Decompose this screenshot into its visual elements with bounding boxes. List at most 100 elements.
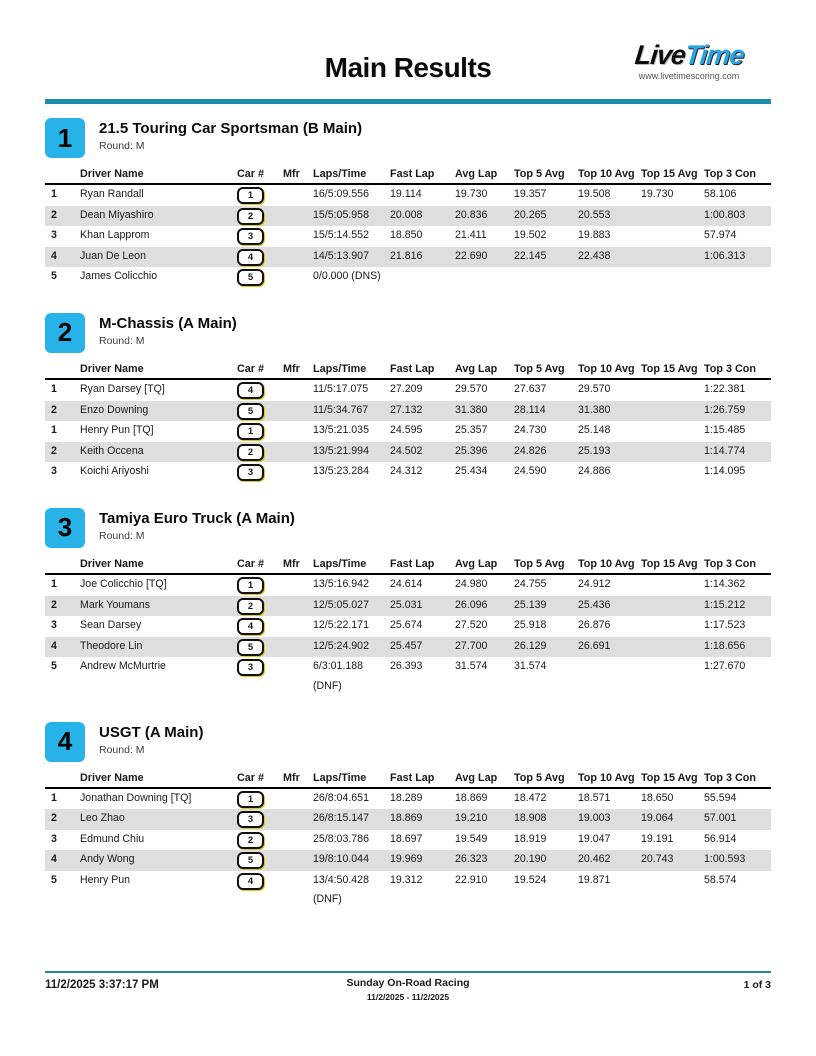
- fast-lap-cell: 18.850: [390, 229, 423, 242]
- table-row: 2 Keith Occena 2 13/5:21.994 24.502 25.396 24.…: [45, 441, 771, 463]
- top3-con-cell: 1:14.774: [704, 444, 746, 457]
- position-cell: 4: [51, 639, 57, 652]
- car-number-badge: 2: [237, 443, 264, 461]
- top3-con-cell: 55.594: [704, 791, 737, 804]
- column-header: Top 5 Avg: [514, 168, 565, 180]
- column-header: Top 5 Avg: [514, 557, 565, 570]
- table-row: 3 Edmund Chiu 2 25/8:03.786 18.697 19.549 18.9…: [45, 830, 771, 851]
- column-header: Mfr: [283, 168, 300, 180]
- report-footer: 11/2/2025 3:37:17 PM Sunday On-Road Raci…: [45, 971, 771, 1002]
- table-row: 3 Koichi Ariyoshi 3 13/5:23.284 24.312 25.434…: [45, 462, 771, 483]
- position-header: [45, 771, 80, 773]
- car-number-badge: 4: [237, 618, 264, 636]
- top15-avg-cell: 19.730: [641, 188, 674, 200]
- position-cell: 3: [51, 229, 57, 242]
- section-title: M-Chassis (A Main): [99, 314, 237, 332]
- car-number-badge: 1: [237, 423, 264, 441]
- section-titles: Tamiya Euro Truck (A Main) Round: M: [99, 508, 295, 548]
- top5-avg-cell: 19.357: [514, 188, 547, 200]
- laps-time-cell: 26/8:04.651: [313, 789, 390, 809]
- laps-time-value: 13/5:21.994: [313, 444, 369, 457]
- fast-lap-cell: 27.132: [390, 403, 423, 416]
- position-cell: 1: [51, 791, 57, 804]
- laps-time-value: 25/8:03.786: [313, 832, 369, 845]
- laps-time-value: 13/5:23.284: [313, 465, 369, 478]
- column-header: Laps/Time: [313, 557, 367, 570]
- table-row: 3 Sean Darsey 4 12/5:22.171 25.674 27.520 25.9…: [45, 616, 771, 637]
- laps-time-cell: 19/8:10.044: [313, 850, 390, 870]
- avg-lap-cell: 27.520: [455, 619, 488, 632]
- laps-time-cell: 11/5:34.767: [313, 401, 390, 421]
- race-section: 4 USGT (A Main) Round: M Driver Name Car …: [45, 721, 771, 911]
- table-header-row: Driver Name Car # Mfr Laps/Time Fast Lap Avg …: [45, 557, 771, 575]
- logo-time-word: Time: [683, 40, 745, 70]
- avg-lap-cell: 19.549: [455, 832, 488, 845]
- column-header: Mfr: [283, 557, 300, 570]
- laps-time-cell: 16/5:09.556: [313, 185, 390, 205]
- position-cell: 1: [51, 424, 57, 437]
- car-number-badge: 1: [237, 790, 264, 808]
- fast-lap-cell: 18.289: [390, 791, 423, 804]
- section-number-badge: 2: [45, 312, 85, 353]
- column-header: Top 15 Avg: [641, 557, 698, 570]
- laps-time-value: 26/8:04.651: [313, 791, 369, 804]
- car-number-badge: 1: [237, 576, 264, 594]
- driver-name: Sean Darsey: [80, 619, 142, 632]
- driver-name: Enzo Downing: [80, 403, 149, 416]
- table-row: 4 Andy Wong 5 19/8:10.044 19.969 26.323 20.190…: [45, 850, 771, 871]
- position-header: [45, 362, 80, 364]
- top10-avg-cell: 20.462: [578, 853, 611, 866]
- laps-time-cell: 15/5:05.958: [313, 206, 390, 226]
- section-header: 1 21.5 Touring Car Sportsman (B Main) Ro…: [45, 118, 771, 158]
- car-number-badge: 5: [237, 852, 264, 870]
- top3-con-cell: 58.574: [704, 873, 737, 886]
- section-header: 3 Tamiya Euro Truck (A Main) Round: M: [45, 507, 771, 548]
- top10-avg-cell: 19.883: [578, 229, 611, 242]
- top5-avg-cell: 31.574: [514, 660, 547, 673]
- race-section: 3 Tamiya Euro Truck (A Main) Round: M Dr…: [45, 507, 771, 697]
- car-number-badge: 4: [237, 248, 264, 266]
- laps-time-value: 16/5:09.556: [313, 188, 369, 200]
- column-header: Top 3 Con: [704, 168, 756, 180]
- column-header: Top 3 Con: [704, 771, 756, 784]
- column-header: Fast Lap: [390, 168, 435, 180]
- car-number-cell: 1: [237, 421, 283, 442]
- driver-name: Edmund Chiu: [80, 832, 145, 845]
- driver-name: Henry Pun: [80, 873, 131, 886]
- driver-name: Henry Pun [TQ]: [80, 424, 154, 437]
- top3-con-cell: 1:00.803: [704, 208, 746, 221]
- column-header: Laps/Time: [313, 168, 367, 180]
- section-number-badge: 3: [45, 507, 85, 548]
- top3-con-cell: 57.001: [704, 812, 737, 825]
- driver-name: Koichi Ariyoshi: [80, 465, 149, 478]
- table-row: 2 Dean Miyashiro 2 15/5:05.958 20.008 20.836 2…: [45, 205, 771, 227]
- driver-name: Ryan Randall: [80, 188, 144, 200]
- column-header: Driver Name: [80, 168, 144, 180]
- car-number-cell: 5: [237, 850, 283, 871]
- laps-time-value: 19/8:10.044: [313, 853, 369, 866]
- column-header: Fast Lap: [390, 557, 435, 570]
- laps-time-value: 12/5:05.027: [313, 598, 369, 611]
- top5-avg-cell: 19.524: [514, 873, 547, 886]
- fast-lap-cell: 27.209: [390, 382, 423, 395]
- dnf-note: (DNF): [313, 679, 342, 692]
- position-cell: 4: [51, 853, 57, 866]
- section-number-badge: 1: [45, 118, 85, 158]
- table-row: 4 Theodore Lin 5 12/5:24.902 25.457 27.700 26.…: [45, 636, 771, 658]
- car-number-badge: 5: [237, 402, 264, 420]
- fast-lap-cell: 25.457: [390, 639, 423, 652]
- table-header-row: Driver Name Car # Mfr Laps/Time Fast Lap Avg …: [45, 771, 771, 789]
- column-header: Top 15 Avg: [641, 362, 698, 375]
- table-row: 1 Ryan Darsey [TQ] 4 11/5:17.075 27.209 29.57…: [45, 380, 771, 401]
- car-number-cell: 4: [237, 616, 283, 637]
- section-round: Round: M: [99, 529, 145, 542]
- column-header: Fast Lap: [390, 362, 435, 375]
- avg-lap-cell: 26.096: [455, 598, 488, 611]
- section-header: 4 USGT (A Main) Round: M: [45, 721, 771, 762]
- fast-lap-cell: 19.312: [390, 873, 423, 886]
- table-row: 2 Mark Youmans 2 12/5:05.027 25.031 26.096 25.…: [45, 595, 771, 617]
- fast-lap-cell: 19.114: [390, 188, 422, 200]
- laps-time-value: 11/5:17.075: [313, 382, 369, 395]
- top5-avg-cell: 24.730: [514, 424, 547, 437]
- top5-avg-cell: 22.145: [514, 249, 547, 262]
